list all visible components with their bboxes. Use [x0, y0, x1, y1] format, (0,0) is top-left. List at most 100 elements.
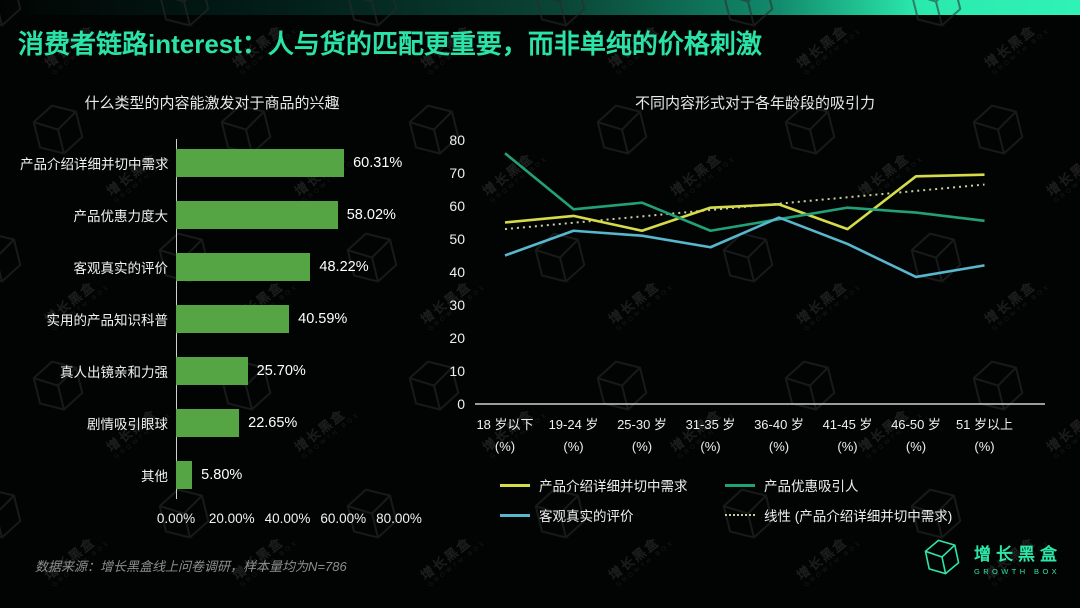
- bar-chart-rows: 产品介绍详细并切中需求 60.31% 产品优惠力度大 58.02% 客观真实的评价 48.…: [20, 137, 444, 501]
- bar-track: 48.22%: [176, 253, 444, 281]
- bar-value-label: 25.70%: [256, 363, 306, 379]
- bar-value-label: 58.02%: [346, 207, 396, 223]
- line-series-0: [504, 173, 985, 233]
- x-axis-unit-label: (%): [700, 439, 720, 454]
- x-axis-unit-label: (%): [906, 439, 926, 454]
- legend-item: 客观真实的评价: [500, 505, 634, 525]
- bar: [176, 409, 240, 437]
- x-axis-category-label: 18 岁以下: [476, 417, 533, 432]
- data-source-note: 数据来源：增长黑盒线上问卷调研，样本量均为N=786: [35, 559, 347, 574]
- bar-row: 产品优惠力度大 58.02%: [20, 189, 444, 241]
- bar: [176, 461, 193, 489]
- x-axis-tick-label: 20.00%: [208, 511, 255, 526]
- line-chart: 不同内容形式对于各年龄段的吸引力 0 10 20 30 40 50 60 70 80 18 岁以下…: [445, 92, 1065, 533]
- logo-name-cn: 增长黑盒: [974, 545, 1062, 564]
- bar-track: 60.31%: [176, 149, 444, 177]
- y-axis-tick-label: 10: [449, 363, 465, 379]
- bar-row: 实用的产品知识科普 40.59%: [20, 293, 444, 345]
- x-axis-category-label: 36-40 岁: [754, 417, 804, 432]
- bar: [176, 357, 248, 385]
- bar-track: 5.80%: [176, 461, 444, 489]
- bar-category-label: 产品介绍详细并切中需求: [20, 157, 169, 172]
- y-axis-tick-label: 70: [449, 165, 465, 181]
- x-axis-category-label: 31-35 岁: [686, 417, 736, 432]
- x-axis-unit-label: (%): [495, 439, 515, 454]
- bar-row: 真人出镜亲和力强 25.70%: [20, 345, 444, 397]
- bar-row: 客观真实的评价 48.22%: [20, 241, 444, 293]
- bar-row: 产品介绍详细并切中需求 60.31%: [20, 137, 444, 189]
- x-axis-unit-label: (%): [563, 439, 583, 454]
- legend-item: 线性 (产品介绍详细并切中需求): [725, 505, 952, 525]
- y-axis-tick-label: 80: [449, 132, 465, 148]
- legend-item: 产品介绍详细并切中需求: [500, 475, 688, 495]
- y-axis-tick-label: 20: [449, 330, 465, 346]
- logo-name-en: GROWTH BOX: [974, 567, 1061, 576]
- bar-chart-x-ticks: 0.00% 20.00% 40.00% 60.00% 80.00%: [20, 511, 444, 529]
- y-axis-tick-label: 60: [449, 198, 465, 214]
- x-axis-unit-label: (%): [974, 439, 994, 454]
- legend-swatch: [725, 514, 755, 516]
- x-axis-unit-label: (%): [837, 439, 857, 454]
- legend-swatch: [500, 483, 530, 487]
- bar-track: 40.59%: [176, 305, 444, 333]
- bar-track: 22.65%: [176, 409, 444, 437]
- x-axis-category-label: 46-50 岁: [891, 417, 941, 432]
- line-series-1: [504, 152, 985, 233]
- bar-category-label: 实用的产品知识科普: [46, 313, 169, 328]
- bar-category-label: 产品优惠力度大: [73, 209, 169, 224]
- bar: [176, 253, 311, 281]
- x-axis-tick-label: 0.00%: [156, 511, 196, 526]
- bar-value-label: 60.31%: [353, 155, 403, 171]
- growth-box-logo: 增长黑盒 GROWTH BOX: [920, 538, 1062, 578]
- x-axis-category-label: 25-30 岁: [617, 417, 667, 432]
- line-chart-title: 不同内容形式对于各年龄段的吸引力: [634, 95, 875, 112]
- bar-value-label: 5.80%: [201, 467, 243, 483]
- bar-row: 剧情吸引眼球 22.65%: [20, 397, 444, 449]
- bar-category-label: 其他: [141, 469, 168, 484]
- bar-track: 25.70%: [176, 357, 444, 385]
- bar-row: 其他 5.80%: [20, 449, 444, 501]
- bar-track: 58.02%: [176, 201, 444, 229]
- x-axis-category-label: 51 岁以上: [956, 417, 1013, 432]
- growth-box-logo-icon: [924, 539, 960, 575]
- line-series-2: [504, 216, 985, 279]
- legend-label: 产品优惠吸引人: [764, 479, 859, 494]
- bar: [176, 149, 345, 177]
- x-axis-unit-label: (%): [769, 439, 789, 454]
- legend-label: 线性 (产品介绍详细并切中需求): [764, 509, 953, 524]
- legend-swatch: [500, 513, 530, 517]
- header-gradient-bar: [0, 0, 1080, 15]
- x-axis-category-label: 19-24 岁: [549, 417, 599, 432]
- page-title: 消费者链路interest：人与货的匹配更重要，而非单纯的价格刺激: [18, 29, 762, 59]
- legend-label: 产品介绍详细并切中需求: [539, 479, 688, 494]
- bar-category-label: 真人出镜亲和力强: [60, 365, 168, 380]
- bar-value-label: 22.65%: [248, 415, 298, 431]
- bar: [176, 305, 290, 333]
- bar-value-label: 48.22%: [319, 259, 369, 275]
- bar-chart: 什么类型的内容能激发对于商品的兴趣 产品介绍详细并切中需求 60.31% 产品优惠力…: [20, 92, 444, 529]
- legend-item: 产品优惠吸引人: [725, 475, 859, 495]
- line-chart-plot: 0 10 20 30 40 50 60 70 80 18 岁以下 (%) 19-24 岁 (%) 25-3…: [449, 132, 1045, 454]
- bar: [176, 201, 338, 229]
- x-axis-tick-label: 60.00%: [320, 511, 367, 526]
- x-axis-unit-label: (%): [632, 439, 652, 454]
- y-axis-tick-label: 50: [449, 231, 465, 247]
- bar-category-label: 剧情吸引眼球: [87, 417, 168, 432]
- legend-label: 客观真实的评价: [539, 509, 634, 524]
- y-axis-tick-label: 40: [449, 264, 465, 280]
- x-axis-category-label: 41-45 岁: [823, 417, 873, 432]
- bar-category-label: 客观真实的评价: [73, 261, 169, 276]
- bar-chart-title: 什么类型的内容能激发对于商品的兴趣: [84, 95, 340, 112]
- x-axis-tick-label: 40.00%: [264, 511, 311, 526]
- x-axis-tick-label: 80.00%: [376, 511, 422, 526]
- growth-box-logo-text: 增长黑盒 GROWTH BOX: [974, 540, 1062, 576]
- y-axis-tick-label: 30: [449, 297, 465, 313]
- y-axis-tick-label: 0: [457, 396, 465, 412]
- bar-value-label: 40.59%: [298, 311, 348, 327]
